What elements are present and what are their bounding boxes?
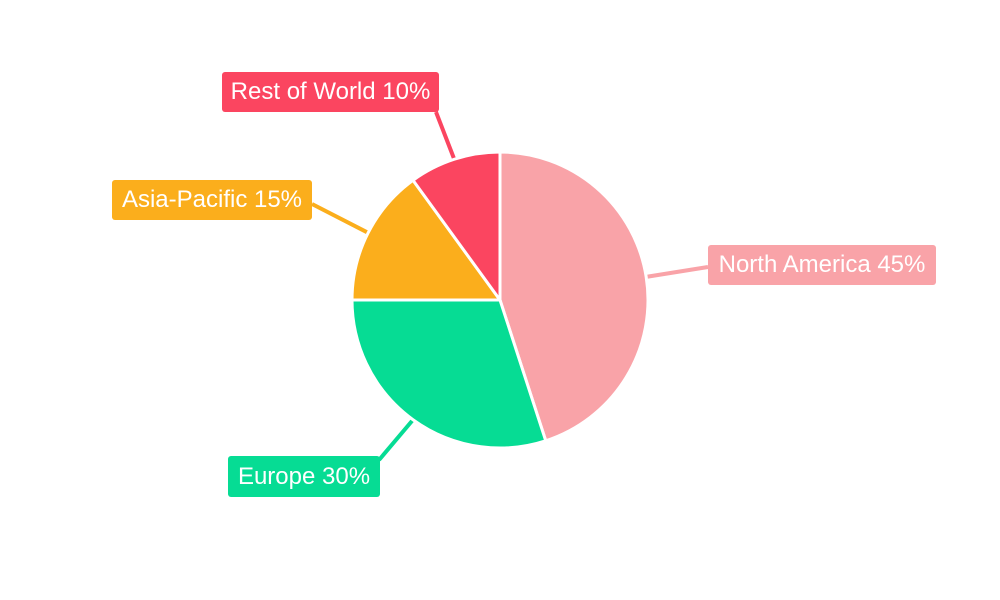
pie-slice-europe[interactable] <box>350 298 548 450</box>
label-line-north-america <box>645 265 709 279</box>
label-line-rest-of-world <box>434 111 457 160</box>
label-line-asia-pacific <box>311 202 370 235</box>
slice-label-north-america[interactable]: North America 45% <box>708 245 936 285</box>
slice-label-rest-of-world[interactable]: Rest of World 10% <box>222 72 439 112</box>
label-line-europe <box>377 418 415 462</box>
pie-slice-north-america[interactable] <box>498 150 650 443</box>
pie-slice-rest-of-world[interactable] <box>411 150 502 302</box>
pie-slice-asia-pacific[interactable] <box>350 178 502 302</box>
slice-label-europe[interactable]: Europe 30% <box>228 456 380 497</box>
slice-label-asia-pacific[interactable]: Asia-Pacific 15% <box>112 180 312 220</box>
